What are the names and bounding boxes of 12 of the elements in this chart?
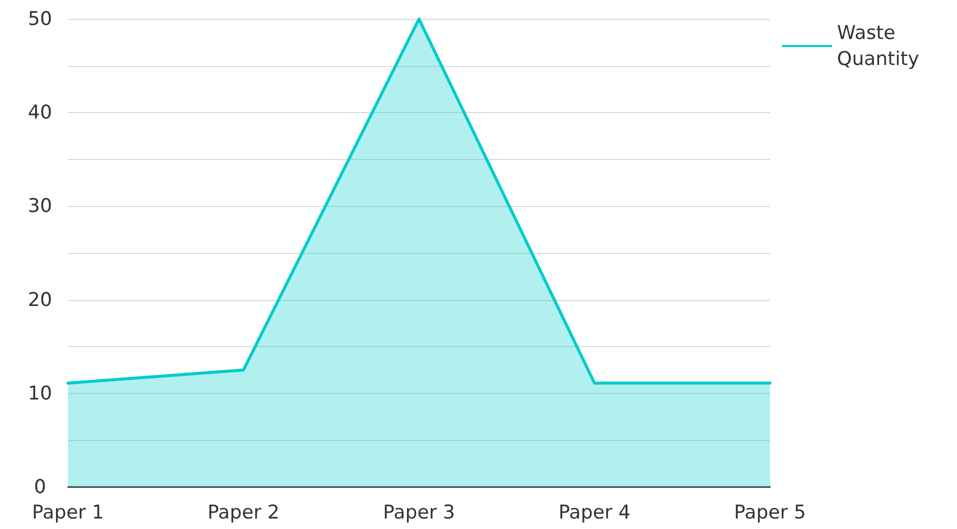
x-tick-label: Paper 5 <box>734 502 806 524</box>
y-tick-label: 30 <box>28 195 52 218</box>
y-tick-label: 50 <box>28 8 52 30</box>
x-tick-label: Paper 2 <box>208 502 280 524</box>
x-tick-label: Paper 3 <box>383 502 455 524</box>
x-tick-label: Paper 4 <box>558 502 630 524</box>
y-tick-label: 40 <box>28 102 52 124</box>
legend-label: Waste Quantity <box>837 22 920 70</box>
x-tick-label: Paper 1 <box>32 502 104 524</box>
y-tick-label: 20 <box>28 288 52 311</box>
y-tick-label: 10 <box>28 382 52 404</box>
y-tick-label: 0 <box>34 476 46 498</box>
